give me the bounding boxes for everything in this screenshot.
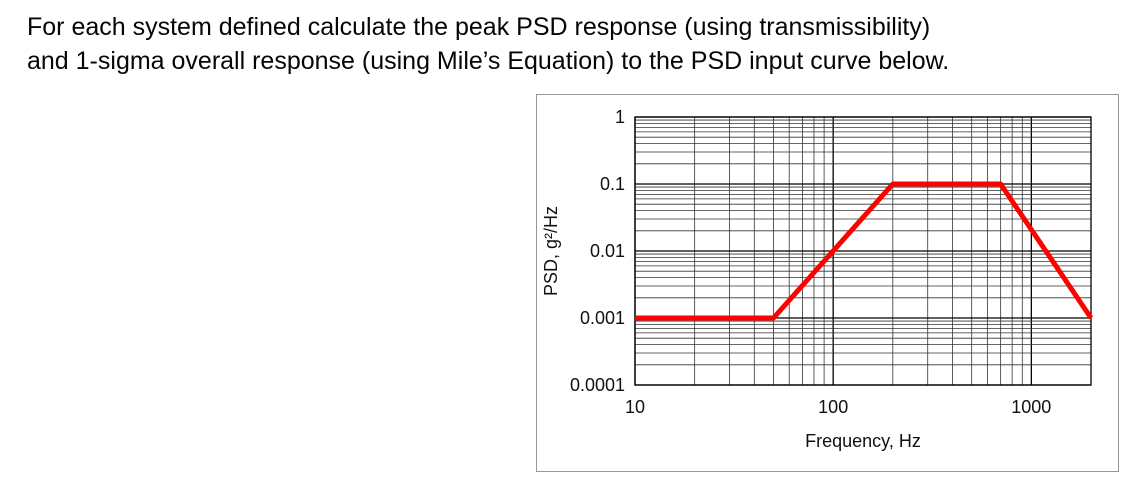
- problem-statement-line-2: and 1-sigma overall response (using Mile…: [27, 47, 950, 75]
- y-tick-label: 1: [615, 107, 625, 127]
- psd-input-chart: 1 0.1 0.01 0.001 0.0001 10 100 1000 Frequency, H…: [536, 94, 1119, 472]
- problem-statement: For each system defined calculate the pe…: [27, 10, 949, 78]
- y-axis-title: PSD, g²/Hz: [541, 206, 561, 296]
- plot-grid: [634, 116, 1092, 386]
- x-tick-label: 1000: [1011, 397, 1051, 417]
- problem-statement-line-1: For each system defined calculate the pe…: [27, 13, 931, 41]
- y-tick-label: 0.1: [600, 174, 625, 194]
- y-tick-label: 0.0001: [570, 375, 625, 395]
- psd-curve: [635, 181, 1094, 321]
- x-axis-title: Frequency, Hz: [805, 431, 921, 451]
- y-tick-label: 0.01: [590, 241, 625, 261]
- x-tick-label: 100: [818, 397, 848, 417]
- x-tick-label: 10: [625, 397, 645, 417]
- plot-frame: [634, 116, 1092, 386]
- y-tick-label: 0.001: [580, 308, 625, 328]
